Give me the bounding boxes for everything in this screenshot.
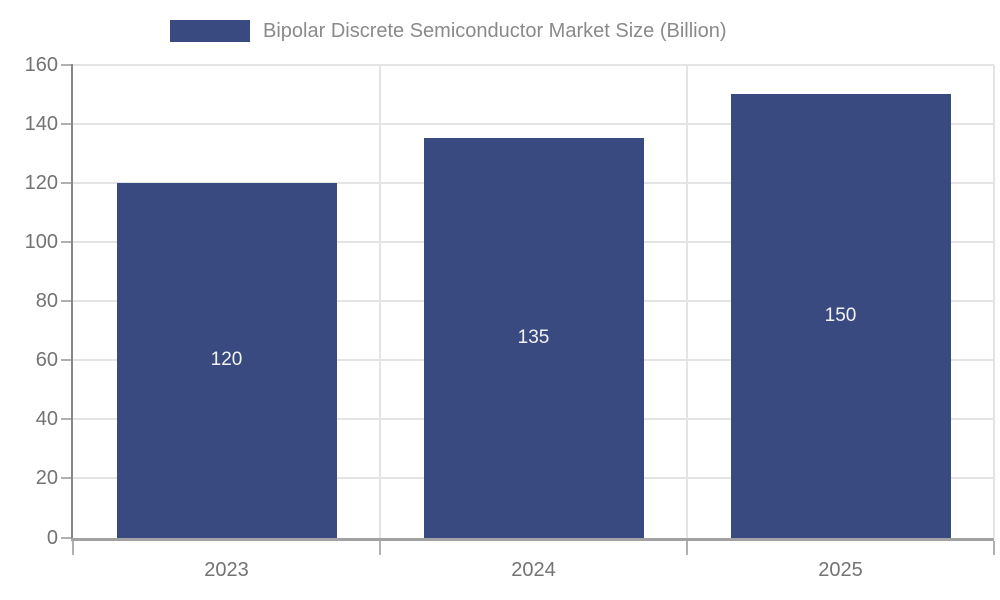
y-axis-tick xyxy=(61,63,73,66)
y-axis-tick xyxy=(61,122,73,125)
y-axis-tick xyxy=(61,359,73,362)
x-axis-tick xyxy=(993,540,995,555)
y-tick-label: 120 xyxy=(24,171,58,194)
x-tick-label: 2024 xyxy=(511,559,556,581)
legend-swatch xyxy=(170,20,250,42)
y-axis-tick xyxy=(61,300,73,302)
bar xyxy=(116,182,337,539)
x-tick-label: 2025 xyxy=(818,559,863,581)
legend-label: Bipolar Discrete Semiconductor Market Si… xyxy=(263,19,727,42)
y-axis-tick xyxy=(61,477,73,480)
y-tick-label: 40 xyxy=(35,408,58,431)
gridline-vertical xyxy=(686,64,688,538)
y-tick-label: 80 xyxy=(35,290,58,312)
y-tick-label: 20 xyxy=(35,467,58,490)
bar xyxy=(423,138,644,539)
bar-value-label: 120 xyxy=(210,349,243,371)
bar-value-label: 135 xyxy=(517,326,550,348)
bar xyxy=(730,94,951,539)
gridline-vertical xyxy=(993,64,995,538)
x-axis-tick xyxy=(686,540,688,555)
x-axis-tick xyxy=(72,540,74,555)
gridline-horizontal xyxy=(73,63,994,66)
y-axis-tick xyxy=(61,536,73,539)
y-tick-label: 100 xyxy=(24,230,58,253)
y-tick-label: 0 xyxy=(46,526,58,549)
gridline-horizontal xyxy=(73,122,994,125)
legend: Bipolar Discrete Semiconductor Market Si… xyxy=(170,16,727,46)
y-tick-label: 60 xyxy=(35,349,58,372)
bar-value-label: 150 xyxy=(824,304,857,326)
x-tick-label: 2023 xyxy=(204,559,249,581)
y-axis-tick xyxy=(61,418,73,421)
y-tick-label: 140 xyxy=(24,112,58,135)
gridline-vertical xyxy=(379,64,381,538)
x-axis-tick xyxy=(379,540,381,555)
y-axis-tick xyxy=(61,181,73,184)
y-axis-spine xyxy=(71,63,73,540)
x-axis-spine xyxy=(71,537,994,541)
y-axis-tick xyxy=(61,240,73,243)
y-tick-label: 160 xyxy=(24,53,58,76)
